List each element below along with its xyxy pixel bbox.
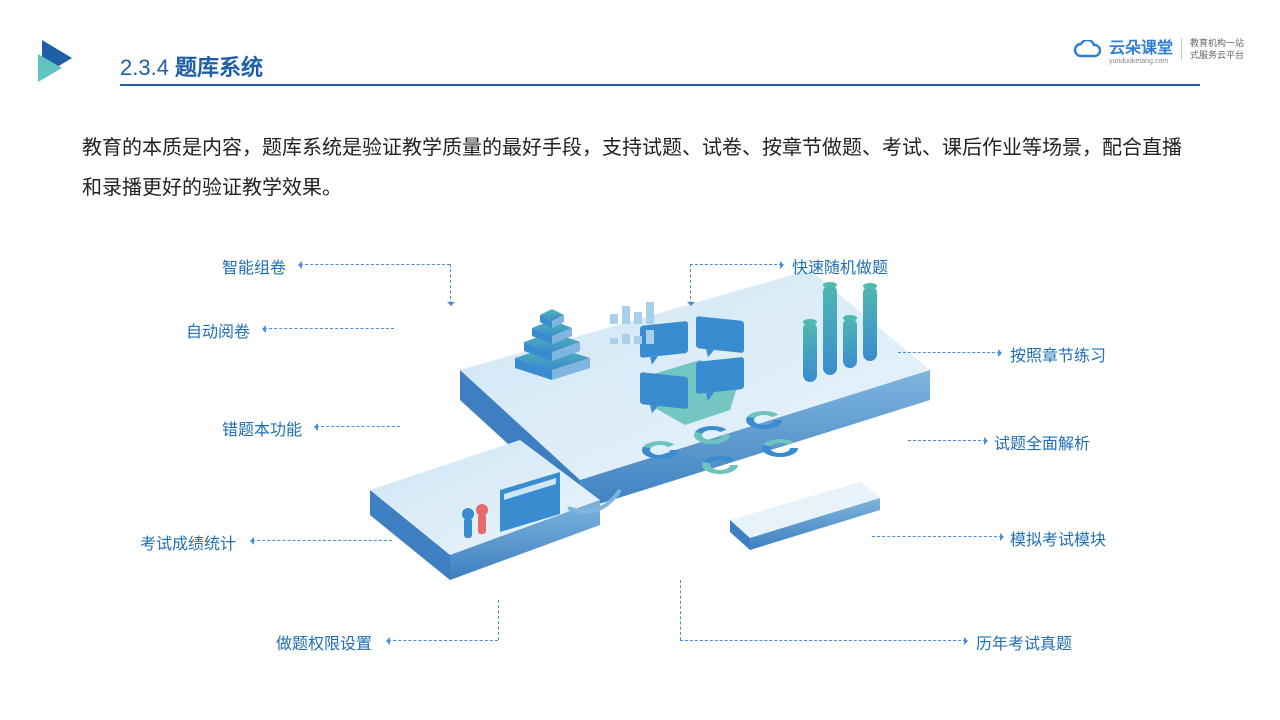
f-chapter: 按照章节练习 [1010, 342, 1106, 366]
section-play-icon [38, 38, 82, 82]
f-score-stats: 考试成绩统计 [140, 530, 236, 554]
leader-line [388, 640, 498, 641]
section-number: 2.3.4 [120, 55, 169, 81]
brand-logo: 云朵课堂 yunduoketang.com 教育机构一站 式服务云平台 [1073, 34, 1244, 65]
section-title: 题库系统 [175, 50, 263, 82]
logo-domain-text: yunduoketang.com [1109, 58, 1173, 65]
f-analysis: 试题全面解析 [994, 430, 1090, 454]
logo-brand-text: 云朵课堂 [1109, 34, 1173, 58]
f-permission: 做题权限设置 [276, 630, 372, 654]
slide-header: 2.3.4 题库系统 云朵课堂 yunduoketang.com 教育机构一站 … [0, 30, 1280, 90]
leader-line [252, 540, 392, 541]
leader-line [690, 264, 782, 265]
f-quick-random: 快速随机做题 [792, 254, 888, 278]
section-description: 教育的本质是内容，题库系统是验证教学质量的最好手段，支持试题、试卷、按章节做题、… [82, 128, 1198, 208]
leader-line [908, 440, 986, 441]
f-past-papers: 历年考试真题 [976, 630, 1072, 654]
leader-line [264, 328, 394, 329]
leader-line [498, 600, 499, 640]
leader-line [690, 264, 691, 304]
f-auto-grade: 自动阅卷 [186, 318, 250, 342]
feature-diagram: 智能组卷自动阅卷错题本功能考试成绩统计做题权限设置 快速随机做题按照章节练习试题全… [0, 230, 1280, 690]
logo-tagline: 教育机构一站 式服务云平台 [1181, 38, 1244, 61]
leader-line [316, 426, 400, 427]
f-wrong-book: 错题本功能 [222, 416, 302, 440]
cloud-icon [1073, 40, 1101, 60]
title-underline [120, 84, 1200, 86]
leader-line [872, 536, 1002, 537]
isometric-illustration [340, 260, 940, 640]
f-smart-compose: 智能组卷 [222, 254, 286, 278]
leader-line [898, 352, 1000, 353]
leader-line [680, 580, 681, 640]
leader-line [300, 264, 450, 265]
leader-line [450, 264, 451, 304]
f-mock-exam: 模拟考试模块 [1010, 526, 1106, 550]
leader-line [680, 640, 966, 641]
